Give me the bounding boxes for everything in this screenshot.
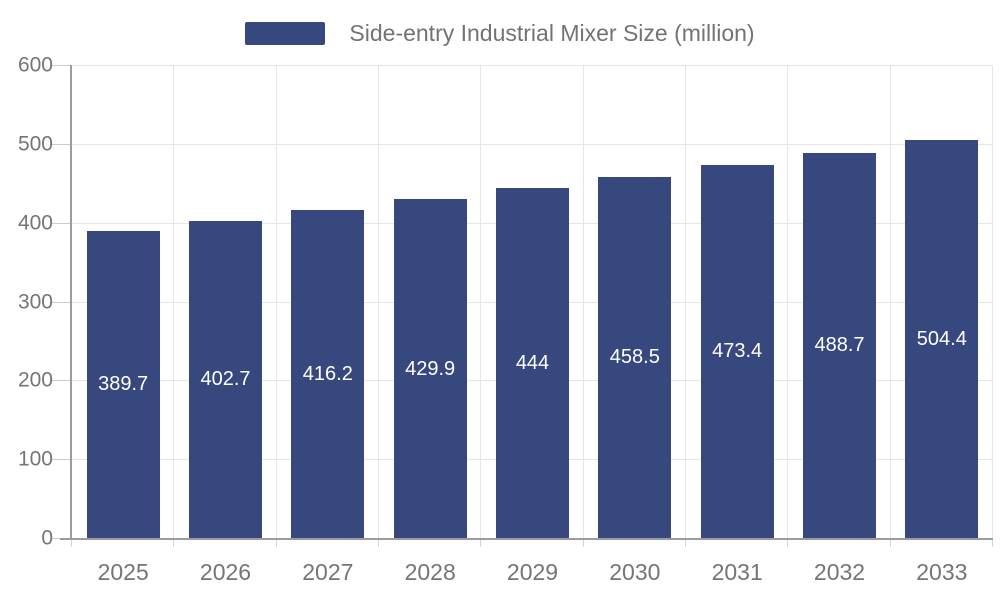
bar[interactable] <box>496 187 569 538</box>
bar-value-label: 389.7 <box>98 373 149 396</box>
y-axis-tick <box>52 301 72 303</box>
legend-item[interactable]: Side-entry Industrial Mixer Size (millio… <box>0 20 1000 46</box>
y-axis-tick-label: 200 <box>17 368 53 392</box>
y-axis-tick-label: 0 <box>41 526 53 550</box>
y-axis-tick-label: 500 <box>17 132 53 156</box>
bar-value-label: 429.9 <box>405 357 456 380</box>
x-axis-tick <box>787 538 789 547</box>
bar[interactable] <box>803 152 876 538</box>
bar-value-label: 473.4 <box>712 340 763 363</box>
x-gridline <box>685 65 686 538</box>
x-gridline <box>889 65 891 538</box>
y-axis-tick-label: 300 <box>17 290 53 313</box>
x-axis-tick-label: 2027 <box>302 559 354 585</box>
bar[interactable] <box>189 220 262 538</box>
x-axis-tick-label: 2031 <box>711 559 763 585</box>
y-axis-tick-label: 400 <box>17 211 53 235</box>
bar-value-label: 504.4 <box>916 328 967 351</box>
x-axis-tick-label: 2032 <box>813 559 866 585</box>
y-axis-tick <box>52 143 72 145</box>
bar[interactable] <box>393 199 467 538</box>
x-axis-tick <box>480 538 482 547</box>
bar-value-label: 458.5 <box>609 346 660 369</box>
x-gridline <box>480 65 482 538</box>
x-gridline <box>275 65 277 538</box>
x-gridline <box>787 65 789 538</box>
y-axis-tick <box>52 222 72 224</box>
legend-swatch <box>245 22 326 46</box>
y-axis-tick <box>52 65 72 66</box>
x-gridline <box>582 65 584 538</box>
bar[interactable] <box>700 164 774 538</box>
bar-value-label: 416.2 <box>302 362 353 385</box>
y-axis-tick-label: 100 <box>17 447 53 471</box>
y-gridline <box>72 143 993 145</box>
x-axis-tick <box>992 538 993 547</box>
bar[interactable] <box>291 209 365 538</box>
x-axis-tick <box>685 538 686 547</box>
x-axis-tick <box>889 538 891 547</box>
y-axis-line <box>70 65 72 540</box>
y-axis-tick-label: 600 <box>17 53 53 77</box>
x-axis-tick <box>275 538 277 547</box>
bar[interactable] <box>598 176 672 538</box>
x-gridline <box>378 65 379 538</box>
bar[interactable] <box>905 140 979 538</box>
y-axis-tick <box>52 459 72 461</box>
x-axis-tick-label: 2028 <box>404 559 456 585</box>
x-axis-tick-label: 2029 <box>506 559 559 585</box>
y-gridline <box>72 65 993 66</box>
bar[interactable] <box>86 230 160 538</box>
bar-value-label: 488.7 <box>814 334 865 357</box>
x-axis-tick-label: 2030 <box>609 559 661 585</box>
x-axis-tick-label: 2025 <box>97 559 149 585</box>
x-axis-tick <box>582 538 584 547</box>
x-axis-tick <box>378 538 379 547</box>
bar-value-label: 444 <box>515 351 550 374</box>
x-axis-tick-label: 2033 <box>916 559 968 585</box>
x-gridline <box>992 65 993 538</box>
x-axis-line <box>60 538 993 540</box>
plot-area: 0 100 200 300 400 500 600 389.7 2025 402.7 2026 416… <box>18 55 993 584</box>
x-axis-tick-label: 2026 <box>199 559 252 585</box>
x-gridline <box>173 65 175 538</box>
x-axis-tick <box>71 538 72 547</box>
legend-label: Side-entry Industrial Mixer Size (millio… <box>349 20 755 46</box>
bar-value-label: 402.7 <box>200 368 251 391</box>
y-axis-tick <box>52 380 72 382</box>
x-axis-tick <box>173 538 175 547</box>
